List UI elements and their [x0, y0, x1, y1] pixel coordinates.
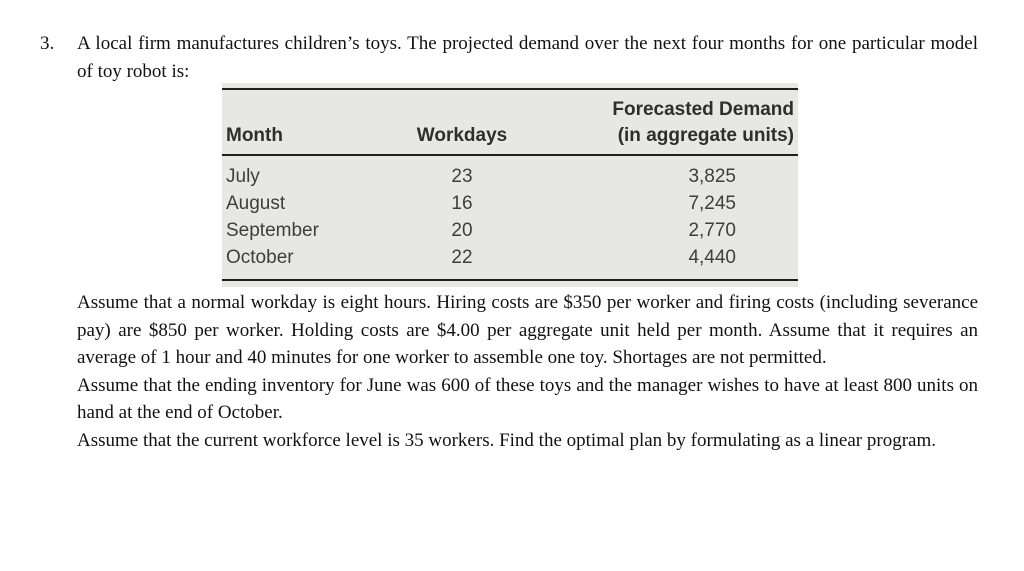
cell-workdays: 20: [451, 220, 473, 241]
problem-item: 3. A local firm manufactures children’s …: [40, 30, 980, 86]
table-row: August 16 7,245: [222, 190, 798, 217]
cell-workdays: 23: [451, 166, 473, 187]
col-header-demand-line2: (in aggregate units): [617, 125, 794, 146]
cell-month: October: [226, 247, 294, 268]
table-body: July 23 3,825 August 16 7,245 September …: [222, 156, 798, 281]
cell-month: September: [226, 220, 319, 241]
demand-table: Month Workdays Forecasted Demand (in agg…: [222, 83, 798, 287]
assumption-paragraph-costs: Assume that a normal workday is eight ho…: [77, 292, 978, 368]
cell-demand: 3,825: [688, 166, 736, 187]
assumption-paragraph-inventory: Assume that the ending inventory for Jun…: [77, 374, 978, 424]
cell-month: July: [226, 166, 260, 187]
table-row: September 20 2,770: [222, 217, 798, 244]
table-row: October 22 4,440: [222, 244, 798, 271]
col-header-workdays: Workdays: [416, 125, 508, 146]
col-header-demand-line1: Forecasted Demand: [612, 99, 794, 120]
table-row: July 23 3,825: [222, 163, 798, 190]
cell-workdays: 16: [451, 193, 473, 214]
col-header-month: Month: [226, 125, 283, 146]
cell-demand: 4,440: [688, 247, 736, 268]
table-header-row: Month Workdays Forecasted Demand (in agg…: [222, 88, 798, 156]
col-header-forecasted-demand: Forecasted Demand (in aggregate units): [517, 97, 798, 149]
cell-month: August: [226, 193, 286, 214]
cell-workdays: 22: [451, 247, 473, 268]
assumptions-block: Assume that a normal workday is eight ho…: [77, 289, 978, 454]
assumption-paragraph-workforce: Assume that the current workforce level …: [77, 429, 936, 451]
cell-demand: 2,770: [688, 220, 736, 241]
cell-demand: 7,245: [688, 193, 736, 214]
problem-number: 3.: [40, 33, 55, 54]
problem-statement: A local firm manufactures children’s toy…: [77, 33, 978, 82]
